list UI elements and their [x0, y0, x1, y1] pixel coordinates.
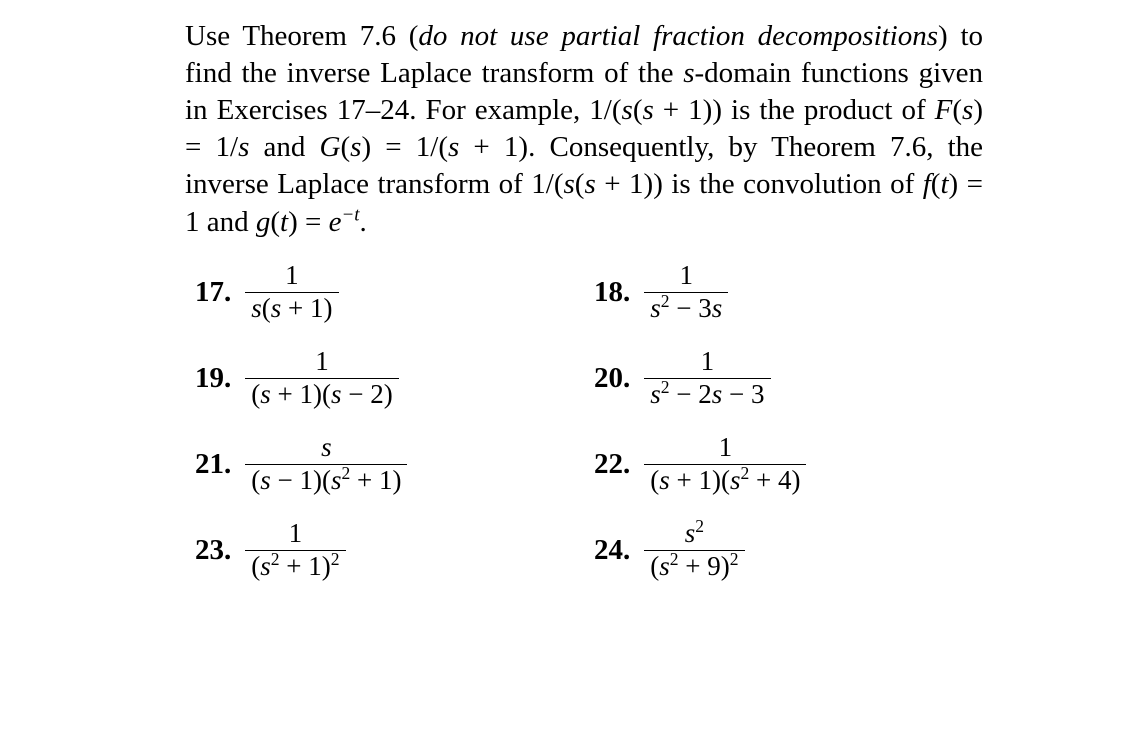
var-s: s	[350, 131, 361, 163]
denominator: (s + 1)(s2 + 4)	[644, 466, 806, 496]
problem-number: 18.	[594, 274, 630, 311]
text: (	[340, 131, 350, 163]
fraction: 1 s(s + 1)	[245, 261, 338, 323]
numerator: 1	[713, 433, 739, 463]
text: ) =	[288, 206, 329, 238]
problem-number: 17.	[195, 274, 231, 311]
fraction: 1 s2 − 3s	[644, 261, 728, 323]
problem-number: 20.	[594, 360, 630, 397]
var-s: s	[238, 131, 249, 163]
text: (	[952, 94, 962, 126]
problem-22: 22. 1 (s + 1)(s2 + 4)	[584, 425, 983, 505]
text: -domain functions	[694, 57, 908, 89]
problem-24: 24. s2 (s2 + 9)2	[584, 511, 983, 591]
text-italic: do not use partial fraction decompositio…	[418, 20, 938, 52]
problem-20: 20. 1 s2 − 2s − 3	[584, 339, 983, 419]
text: + 1)) is the	[654, 94, 795, 126]
text: ) = 1/(	[361, 131, 448, 163]
var-f: f	[923, 168, 931, 200]
problem-grid: 17. 1 s(s + 1) 18. 1 s2 − 3s 1	[185, 253, 983, 591]
var-s: s	[564, 168, 575, 200]
text: (	[270, 206, 280, 238]
text: + 1))	[596, 168, 663, 200]
problem-18: 18. 1 s2 − 3s	[584, 253, 983, 333]
denominator: (s + 1)(s − 2)	[245, 380, 398, 410]
problem-21: 21. s (s − 1)(s2 + 1)	[185, 425, 584, 505]
numerator: 1	[695, 347, 721, 377]
var-s: s	[584, 168, 595, 200]
text: Use Theorem 7.6 (	[185, 20, 418, 52]
problem-number: 19.	[195, 360, 231, 397]
var-s: s	[962, 94, 973, 126]
var-G: G	[320, 131, 341, 163]
text: and	[249, 131, 319, 163]
text: )	[938, 20, 948, 52]
var-t: t	[940, 168, 948, 200]
fraction: 1 (s + 1)(s2 + 4)	[644, 433, 806, 495]
fraction: 1 s2 − 2s − 3	[644, 347, 770, 409]
problem-23: 23. 1 (s2 + 1)2	[185, 511, 584, 591]
fraction: 1 (s2 + 1)2	[245, 519, 345, 581]
instructions-paragraph: Use Theorem 7.6 (do not use partial frac…	[185, 18, 983, 241]
numerator: 1	[674, 261, 700, 291]
denominator: s2 − 3s	[644, 294, 728, 324]
numerator: 1	[279, 261, 305, 291]
text: + 1). Consequently,	[459, 131, 714, 163]
denominator: s2 − 2s − 3	[644, 380, 770, 410]
fraction: s2 (s2 + 9)2	[644, 519, 744, 581]
text: .	[359, 206, 366, 238]
numerator: 1	[309, 347, 335, 377]
var-s: s	[622, 94, 633, 126]
exp: −t	[342, 204, 360, 225]
problem-17: 17. 1 s(s + 1)	[185, 253, 584, 333]
exercise-page: Use Theorem 7.6 (do not use partial frac…	[0, 0, 1133, 752]
numerator: s	[315, 433, 338, 463]
fraction: 1 (s + 1)(s − 2)	[245, 347, 398, 409]
var-s: s	[642, 94, 653, 126]
var-t: t	[280, 206, 288, 238]
numerator: 1	[283, 519, 309, 549]
var-e: e	[329, 206, 342, 238]
denominator: (s − 1)(s2 + 1)	[245, 466, 407, 496]
fraction: s (s − 1)(s2 + 1)	[245, 433, 407, 495]
text: product of	[804, 94, 935, 126]
problem-number: 21.	[195, 446, 231, 483]
text: is the convolution of	[671, 168, 922, 200]
var-s: s	[683, 57, 694, 89]
problem-19: 19. 1 (s + 1)(s − 2)	[185, 339, 584, 419]
var-g: g	[256, 206, 271, 238]
problem-number: 24.	[594, 532, 630, 569]
denominator: (s2 + 1)2	[245, 552, 345, 582]
denominator: s(s + 1)	[245, 294, 338, 324]
numerator: s2	[679, 519, 710, 549]
var-s: s	[448, 131, 459, 163]
denominator: (s2 + 9)2	[644, 552, 744, 582]
problem-number: 22.	[594, 446, 630, 483]
var-F: F	[935, 94, 953, 126]
problem-number: 23.	[195, 532, 231, 569]
